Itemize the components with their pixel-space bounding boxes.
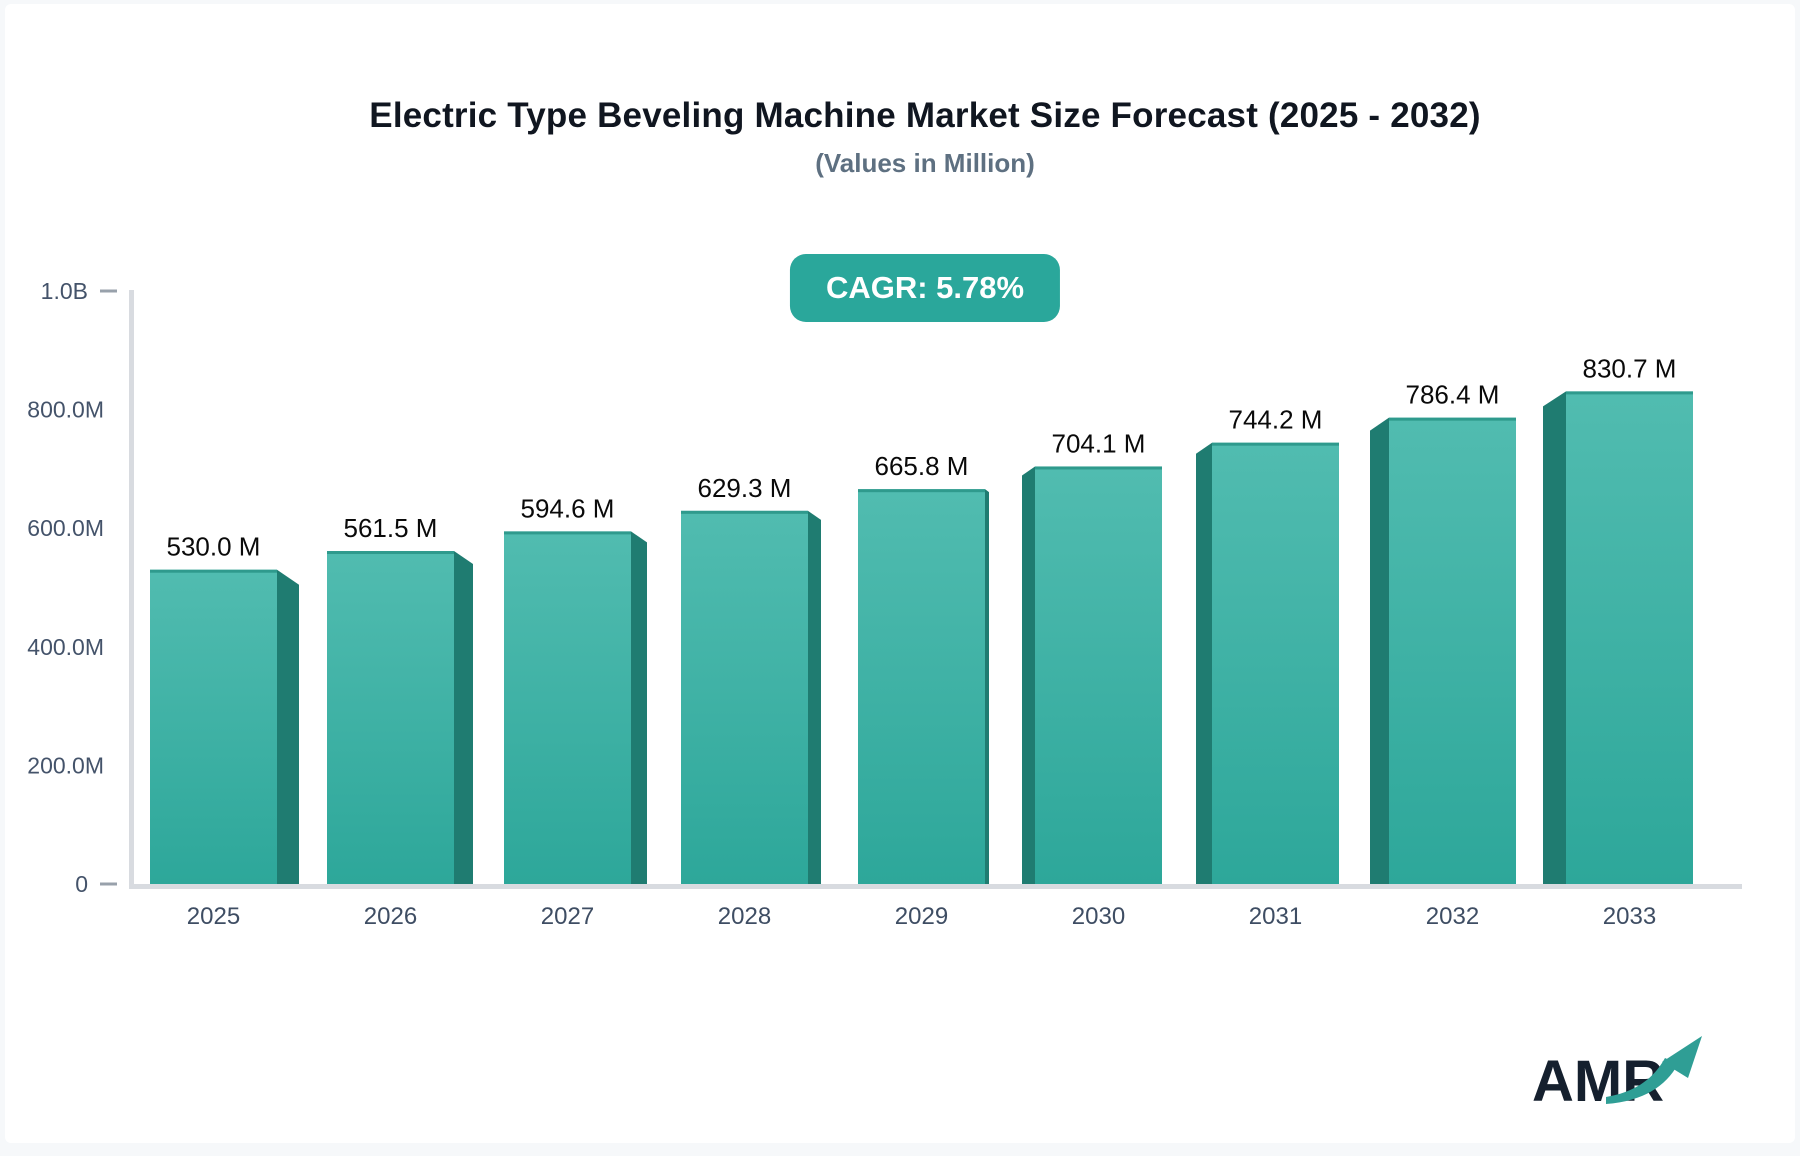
bar-front-face: [150, 569, 277, 884]
bar-2025: [150, 569, 299, 884]
bar-top-edge: [858, 489, 985, 493]
bar-top-edge: [681, 510, 808, 514]
x-tick-label: 2031: [1249, 903, 1302, 930]
bar-side-face: [1543, 391, 1566, 884]
bar-value-label: 594.6 M: [521, 493, 615, 523]
bar-front-face: [1035, 466, 1162, 884]
x-tick-label: 2032: [1426, 903, 1479, 930]
y-tick-label: 0: [75, 871, 88, 897]
bars: [150, 391, 1693, 884]
bar-top-edge: [150, 569, 277, 573]
bar-2031: [1196, 442, 1339, 884]
bar-value-label: 744.2 M: [1229, 405, 1323, 435]
y-tick-label: 800.0M: [27, 397, 104, 423]
bar-side-face: [808, 510, 821, 884]
bar-top-edge: [1566, 391, 1693, 395]
bar-value-label: 530.0 M: [167, 532, 261, 562]
x-tick-label: 2029: [895, 903, 948, 930]
y-tick-label: 200.0M: [27, 752, 104, 778]
bar-value-label: 786.4 M: [1406, 380, 1500, 410]
bar-side-face: [454, 551, 473, 884]
bar-side-face: [631, 531, 647, 884]
bar-front-face: [1212, 442, 1339, 884]
bar-value-label: 704.1 M: [1052, 428, 1146, 458]
bar-value-label: 830.7 M: [1583, 353, 1677, 383]
y-tick-label: 1.0B: [41, 278, 88, 304]
bar-side-face: [1370, 417, 1389, 884]
x-tick-label: 2025: [187, 903, 240, 930]
bar-top-edge: [1212, 442, 1339, 446]
bar-front-face: [681, 510, 808, 884]
x-tick-label: 2030: [1072, 903, 1125, 930]
x-tick-label: 2027: [541, 903, 594, 930]
bar-front-face: [1389, 417, 1516, 884]
bar-front-face: [1566, 391, 1693, 884]
bar-2027: [504, 531, 647, 884]
bar-front-face: [858, 489, 985, 884]
bar-top-edge: [1389, 417, 1516, 421]
chart-title: Electric Type Beveling Machine Market Si…: [369, 96, 1481, 135]
axes: 0 200.0M 400.0M 600.0M 800.0M 1.0B: [27, 278, 1742, 897]
bar-top-edge: [327, 551, 454, 555]
y-axis-line: [129, 290, 134, 888]
x-axis-line: [129, 884, 1742, 889]
bar-2033: [1543, 391, 1693, 884]
cagr-badge: CAGR: 5.78%: [789, 254, 1061, 322]
growth-arrow-icon: [1606, 1036, 1702, 1104]
amr-logo-text: AMR: [1532, 1049, 1665, 1114]
bar-side-face: [277, 569, 299, 884]
bar-value-label: 665.8 M: [875, 451, 969, 481]
bar-2029: [858, 489, 989, 884]
labels: 530.0 M 2025 561.5 M 2026 594.6 M 2027 629.3 M…: [167, 353, 1677, 930]
x-tick-label: 2026: [364, 903, 417, 930]
bar-top-edge: [1035, 466, 1162, 470]
bar-value-label: 629.3 M: [698, 473, 792, 503]
x-tick-label: 2033: [1603, 903, 1656, 930]
bar-2028: [681, 510, 821, 884]
bar-side-face: [1196, 442, 1212, 884]
bar-2032: [1370, 417, 1516, 884]
bar-side-face: [985, 489, 989, 884]
chart-subtitle: (Values in Million): [815, 148, 1035, 178]
y-tick-label: 600.0M: [27, 515, 104, 541]
bar-2026: [327, 551, 473, 884]
y-tick-label: 400.0M: [27, 634, 104, 660]
x-tick-label: 2028: [718, 903, 771, 930]
bar-side-face: [1022, 466, 1035, 884]
bar-front-face: [327, 551, 454, 884]
bar-top-edge: [504, 531, 631, 535]
bar-front-face: [504, 531, 631, 884]
bar-2030: [1022, 466, 1162, 884]
bar-value-label: 561.5 M: [344, 513, 438, 543]
